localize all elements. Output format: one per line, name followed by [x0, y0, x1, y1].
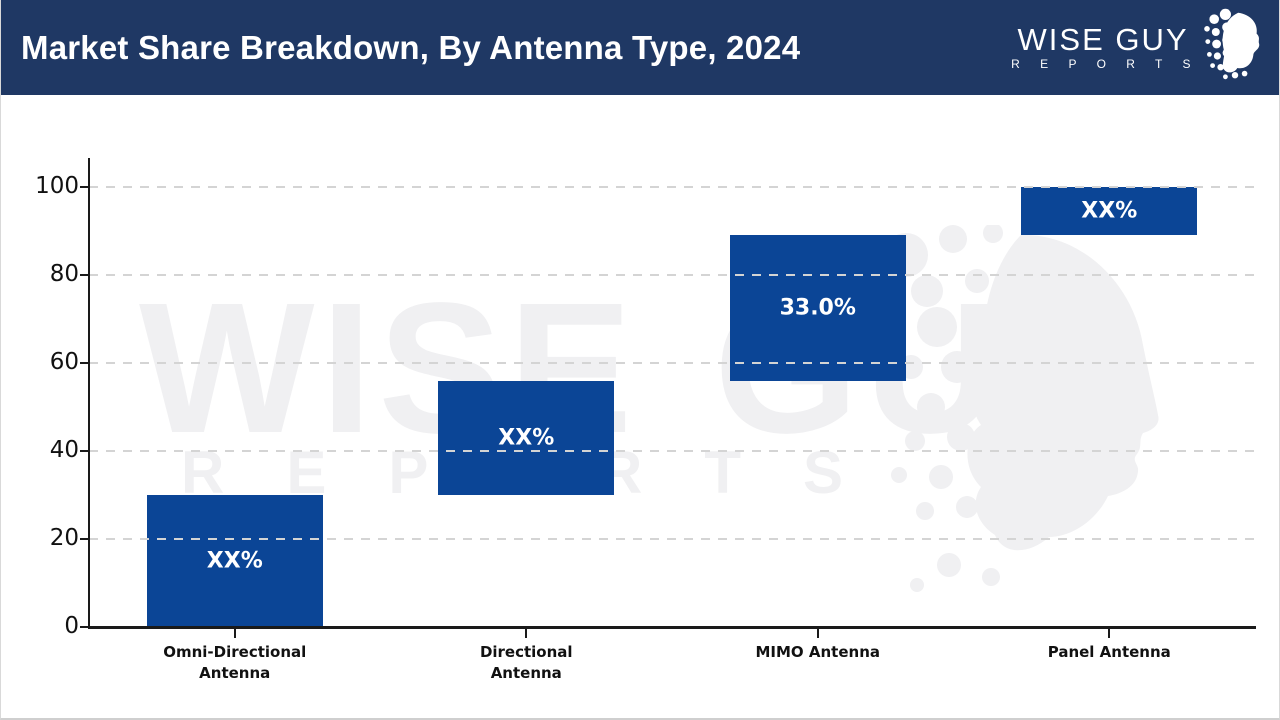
bar-value-label: XX%	[1081, 198, 1138, 224]
brand-name: WISE GUY	[1017, 21, 1189, 57]
gridline	[89, 450, 1255, 452]
y-tick-mark	[80, 186, 89, 188]
brand-logo: WISE GUY R E P O R T S	[1007, 8, 1279, 88]
x-category-label-line: MIMO Antenna	[755, 643, 881, 661]
x-axis-line	[88, 626, 1256, 629]
waterfall-bar-segment	[1021, 187, 1198, 236]
x-category-label-line: Antenna	[199, 664, 271, 682]
gridline	[89, 538, 1255, 540]
y-tick-label: 100	[35, 173, 79, 199]
x-category-label-line: Omni-Directional	[163, 643, 307, 661]
y-tick-label: 80	[49, 261, 79, 287]
y-tick-label: 60	[49, 349, 79, 375]
x-tick-mark	[525, 629, 528, 638]
y-tick-mark	[80, 538, 89, 540]
chart-title: Market Share Breakdown, By Antenna Type,…	[21, 28, 801, 66]
y-tick-label: 20	[49, 525, 79, 551]
x-category-label: Panel Antenna	[1048, 642, 1171, 663]
gridline	[89, 186, 1255, 188]
x-tick-mark	[1108, 629, 1111, 638]
x-category-label: Omni-Directional Antenna	[163, 642, 306, 684]
y-tick-label: 0	[64, 613, 79, 639]
x-category-label: MIMO Antenna	[755, 642, 880, 663]
gridline	[89, 362, 1255, 364]
x-category-label-line: Directional	[479, 643, 573, 661]
y-tick-mark	[80, 450, 89, 452]
waterfall-bar-segment	[146, 495, 323, 627]
y-tick-mark	[80, 362, 89, 364]
y-tick-mark	[80, 626, 89, 628]
brand-logo-text: WISE GUY R E P O R T S	[1007, 21, 1199, 71]
x-tick-mark	[233, 629, 236, 638]
gridline	[89, 274, 1255, 276]
y-axis-line	[88, 158, 90, 628]
watermark-head-dots	[881, 225, 1159, 592]
waterfall-bar-segment	[438, 380, 615, 495]
waterfall-bar-segment	[729, 235, 906, 381]
header-band: Market Share Breakdown, By Antenna Type,…	[1, 0, 1279, 95]
x-tick-mark	[816, 629, 819, 638]
x-category-label-line: Antenna	[490, 664, 562, 682]
x-category-label-line: Panel Antenna	[1047, 643, 1171, 661]
bar-value-label: 33.0%	[779, 295, 856, 321]
brand-head-icon	[1204, 8, 1260, 79]
brand-subname: R E P O R T S	[1011, 56, 1199, 71]
y-tick-mark	[80, 274, 89, 276]
y-tick-label: 40	[49, 437, 79, 463]
x-category-label: Directional Antenna	[480, 642, 573, 684]
bar-value-label: XX%	[206, 548, 263, 574]
bar-value-label: XX%	[498, 425, 555, 451]
